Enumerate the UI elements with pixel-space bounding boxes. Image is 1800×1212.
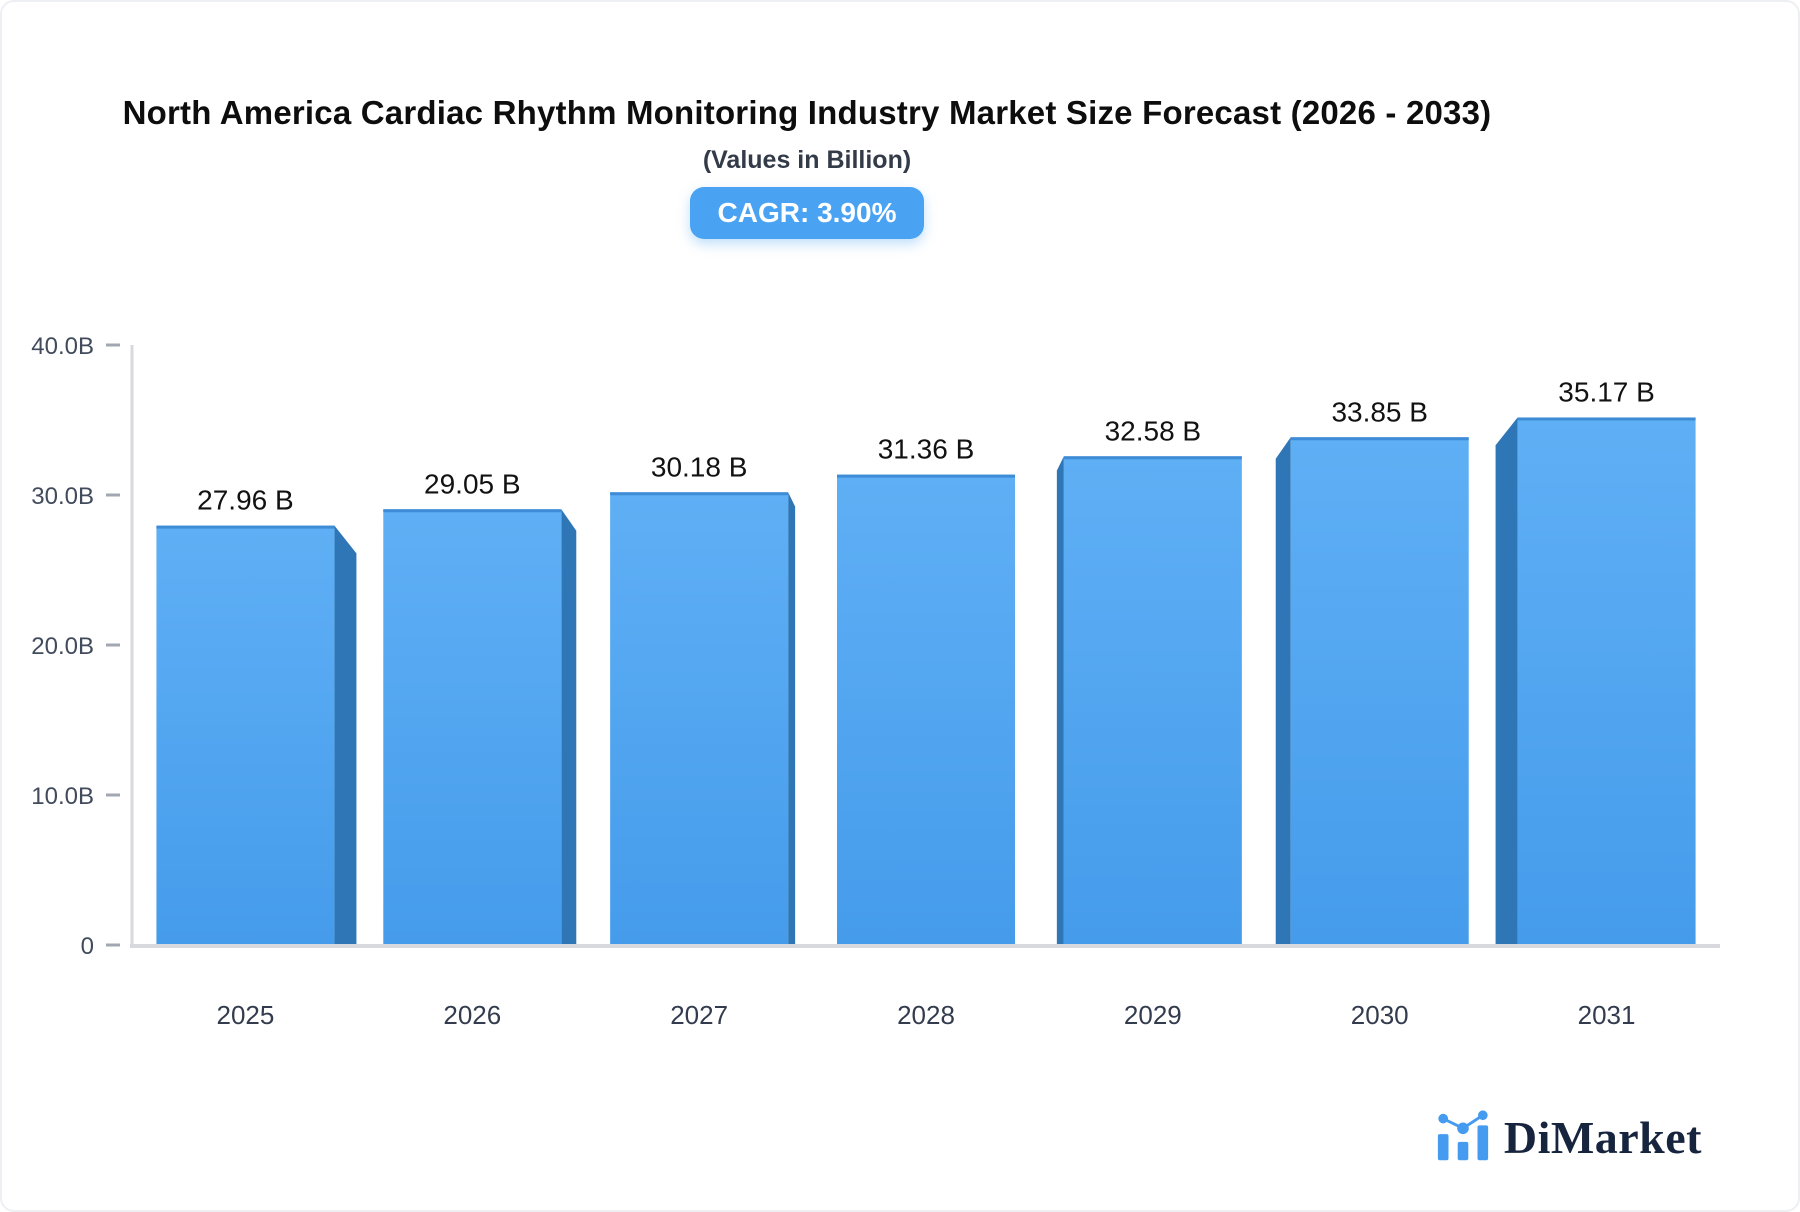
chart-subtitle: (Values in Billion) [702, 146, 912, 175]
brand-name: DiMarket [1503, 1111, 1702, 1163]
x-axis-label: 2028 [897, 1000, 955, 1030]
x-axis-label: 2026 [443, 1000, 501, 1030]
bar-side-2030 [1275, 437, 1291, 945]
bar-side-2027 [788, 492, 796, 945]
bar-value-label: 35.17 B [1558, 376, 1655, 407]
bar-2026 [383, 509, 562, 945]
x-axis-label: 2027 [670, 1000, 728, 1030]
x-axis-label: 2030 [1351, 1000, 1409, 1030]
page-title: North America Cardiac Rhythm Monitoring … [122, 94, 1492, 131]
bar-value-label: 33.85 B [1331, 396, 1428, 427]
bar-2025 [156, 525, 335, 945]
chart-header: North America Cardiac Rhythm Monitoring … [2, 90, 1612, 240]
bar-chart: 0 10.0B 20.0B 30.0B 40.0B 27.96 B 2025 29.05 B 2… [31, 333, 1720, 1030]
cagr-badge: CAGR: 3.90% [689, 187, 925, 240]
bar-2028 [837, 474, 1015, 945]
bar-side-2031 [1495, 417, 1518, 945]
mini-bar-chart-icon [1437, 1110, 1488, 1161]
brand-logo: DiMarket [1434, 1108, 1702, 1166]
x-axis-label: 2031 [1578, 1000, 1636, 1030]
bar-value-label: 27.96 B [197, 485, 294, 516]
bar-value-label: 29.05 B [424, 468, 521, 499]
y-axis-tick-label: 30.0B [31, 483, 94, 510]
bar-value-label: 31.36 B [878, 434, 975, 465]
bar-side-2026 [561, 509, 577, 945]
x-axis-label: 2025 [217, 1000, 275, 1030]
bar-value-label: 32.58 B [1105, 415, 1202, 446]
bar-side-2025 [334, 525, 357, 945]
bar-2027 [610, 492, 789, 945]
bar-side-2029 [1056, 456, 1064, 945]
y-axis-tick-label: 40.0B [31, 333, 94, 360]
bar-2031 [1517, 417, 1696, 945]
y-axis-tick-label: 20.0B [31, 633, 94, 660]
y-axis-tick-label: 10.0B [31, 783, 94, 810]
x-axis-label: 2029 [1124, 1000, 1182, 1030]
bar-value-label: 30.18 B [651, 451, 748, 482]
y-axis-tick-label: 0 [81, 933, 94, 960]
bar-2029 [1063, 456, 1242, 945]
bar-2030 [1290, 437, 1469, 945]
